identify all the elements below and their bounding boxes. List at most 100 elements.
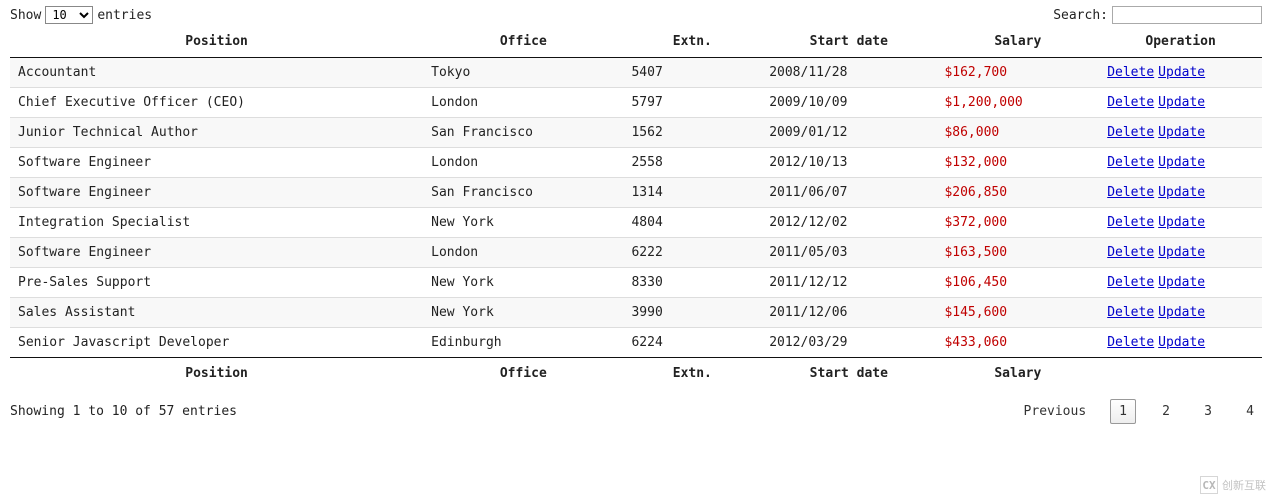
update-link[interactable]: Update <box>1158 155 1205 170</box>
table-row: Software EngineerLondon25582012/10/13$13… <box>10 148 1262 178</box>
cell-start_date: 2008/11/28 <box>761 58 936 88</box>
table-row: Integration SpecialistNew York48042012/1… <box>10 208 1262 238</box>
cell-operation: Delete Update <box>1099 298 1262 328</box>
cell-start_date: 2009/01/12 <box>761 118 936 148</box>
cell-salary: $206,850 <box>936 178 1099 208</box>
column-footer: Extn. <box>623 358 761 390</box>
cell-start_date: 2011/12/12 <box>761 268 936 298</box>
cell-salary: $86,000 <box>936 118 1099 148</box>
cell-salary: $145,600 <box>936 298 1099 328</box>
update-link[interactable]: Update <box>1158 305 1205 320</box>
cell-office: San Francisco <box>423 178 623 208</box>
delete-link[interactable]: Delete <box>1107 95 1154 110</box>
length-menu: Show 102550100 entries <box>10 6 152 24</box>
cell-operation: Delete Update <box>1099 88 1262 118</box>
cell-salary: $1,200,000 <box>936 88 1099 118</box>
table-foot: PositionOfficeExtn.Start dateSalary <box>10 358 1262 390</box>
column-footer: Start date <box>761 358 936 390</box>
update-link[interactable]: Update <box>1158 185 1205 200</box>
update-link[interactable]: Update <box>1158 335 1205 350</box>
table-head: PositionOfficeExtn.Start dateSalaryOpera… <box>10 26 1262 58</box>
delete-link[interactable]: Delete <box>1107 245 1154 260</box>
cell-extn: 5407 <box>623 58 761 88</box>
column-header[interactable]: Extn. <box>623 26 761 58</box>
cell-office: San Francisco <box>423 118 623 148</box>
cell-office: Tokyo <box>423 58 623 88</box>
table-row: Software EngineerSan Francisco13142011/0… <box>10 178 1262 208</box>
update-link[interactable]: Update <box>1158 245 1205 260</box>
cell-operation: Delete Update <box>1099 58 1262 88</box>
cell-salary: $132,000 <box>936 148 1099 178</box>
table-controls-top: Show 102550100 entries Search: <box>10 6 1262 24</box>
update-link[interactable]: Update <box>1158 65 1205 80</box>
column-header[interactable]: Position <box>10 26 423 58</box>
cell-salary: $372,000 <box>936 208 1099 238</box>
delete-link[interactable]: Delete <box>1107 215 1154 230</box>
page-button[interactable]: 1 <box>1110 399 1136 424</box>
info-text: Showing 1 to 10 of 57 entries <box>10 404 237 419</box>
cell-position: Senior Javascript Developer <box>10 328 423 358</box>
previous-button[interactable]: Previous <box>1018 400 1093 423</box>
pagination: Previous 1234 <box>1018 399 1262 424</box>
column-header[interactable]: Salary <box>936 26 1099 58</box>
delete-link[interactable]: Delete <box>1107 65 1154 80</box>
watermark: CX 创新互联 <box>1200 476 1266 494</box>
table-row: Senior Javascript DeveloperEdinburgh6224… <box>10 328 1262 358</box>
cell-extn: 6224 <box>623 328 761 358</box>
delete-link[interactable]: Delete <box>1107 125 1154 140</box>
cell-salary: $433,060 <box>936 328 1099 358</box>
update-link[interactable]: Update <box>1158 125 1205 140</box>
cell-office: Edinburgh <box>423 328 623 358</box>
delete-link[interactable]: Delete <box>1107 305 1154 320</box>
cell-salary: $162,700 <box>936 58 1099 88</box>
cell-operation: Delete Update <box>1099 148 1262 178</box>
column-header[interactable]: Office <box>423 26 623 58</box>
delete-link[interactable]: Delete <box>1107 335 1154 350</box>
data-table: PositionOfficeExtn.Start dateSalaryOpera… <box>10 26 1262 389</box>
cell-start_date: 2012/03/29 <box>761 328 936 358</box>
cell-extn: 6222 <box>623 238 761 268</box>
cell-operation: Delete Update <box>1099 268 1262 298</box>
cell-start_date: 2011/12/06 <box>761 298 936 328</box>
watermark-text: 创新互联 <box>1222 477 1266 493</box>
delete-link[interactable]: Delete <box>1107 185 1154 200</box>
cell-start_date: 2011/06/07 <box>761 178 936 208</box>
cell-salary: $106,450 <box>936 268 1099 298</box>
column-footer: Office <box>423 358 623 390</box>
length-select[interactable]: 102550100 <box>45 6 93 24</box>
cell-start_date: 2012/12/02 <box>761 208 936 238</box>
cell-position: Junior Technical Author <box>10 118 423 148</box>
table-row: Sales AssistantNew York39902011/12/06$14… <box>10 298 1262 328</box>
cell-start_date: 2011/05/03 <box>761 238 936 268</box>
cell-position: Chief Executive Officer (CEO) <box>10 88 423 118</box>
delete-link[interactable]: Delete <box>1107 275 1154 290</box>
column-header[interactable]: Operation <box>1099 26 1262 58</box>
update-link[interactable]: Update <box>1158 275 1205 290</box>
column-header[interactable]: Start date <box>761 26 936 58</box>
cell-position: Software Engineer <box>10 178 423 208</box>
update-link[interactable]: Update <box>1158 95 1205 110</box>
search-label: Search: <box>1053 8 1108 23</box>
page-button[interactable]: 2 <box>1154 400 1178 423</box>
column-footer: Position <box>10 358 423 390</box>
cell-extn: 8330 <box>623 268 761 298</box>
page-button[interactable]: 4 <box>1238 400 1262 423</box>
cell-position: Accountant <box>10 58 423 88</box>
update-link[interactable]: Update <box>1158 215 1205 230</box>
delete-link[interactable]: Delete <box>1107 155 1154 170</box>
column-footer: Salary <box>936 358 1099 390</box>
search-input[interactable] <box>1112 6 1262 24</box>
table-row: Software EngineerLondon62222011/05/03$16… <box>10 238 1262 268</box>
cell-salary: $163,500 <box>936 238 1099 268</box>
page-button[interactable]: 3 <box>1196 400 1220 423</box>
cell-office: London <box>423 148 623 178</box>
cell-extn: 5797 <box>623 88 761 118</box>
cell-office: London <box>423 88 623 118</box>
cell-position: Software Engineer <box>10 238 423 268</box>
cell-position: Pre-Sales Support <box>10 268 423 298</box>
cell-extn: 1314 <box>623 178 761 208</box>
table-row: Chief Executive Officer (CEO)London57972… <box>10 88 1262 118</box>
length-suffix: entries <box>97 8 152 23</box>
cell-position: Sales Assistant <box>10 298 423 328</box>
cell-operation: Delete Update <box>1099 178 1262 208</box>
